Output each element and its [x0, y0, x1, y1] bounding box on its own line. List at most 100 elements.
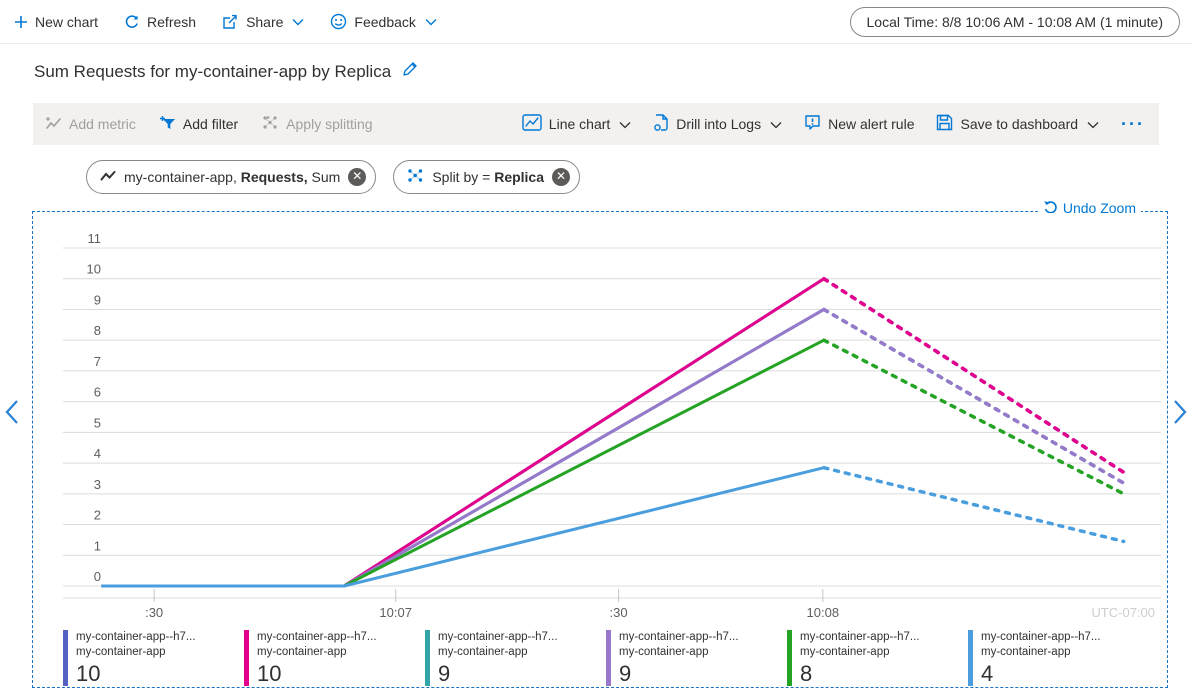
svg-text:3: 3	[94, 477, 101, 492]
chart-toolbar: Add metric Add filter Apply splitting Li…	[33, 103, 1159, 145]
next-chart-chevron-icon[interactable]	[1171, 398, 1189, 426]
add-filter-label: Add filter	[182, 116, 239, 132]
add-metric-label: Add metric	[69, 116, 136, 132]
share-icon	[222, 14, 239, 30]
metric-pill-label: my-container-app, Requests, Sum	[124, 169, 341, 185]
svg-text:10: 10	[87, 262, 101, 277]
apply-splitting-label: Apply splitting	[286, 116, 373, 132]
smiley-icon	[330, 13, 347, 30]
legend-color-bar	[63, 630, 68, 687]
legend-series-name: my-container-app--h7...	[619, 631, 739, 643]
chart-card: Undo Zoom 0 1 2 3 4 5 6 7 8 9 10 11:30 10:07:30 10:08…	[32, 200, 1168, 688]
top-toolbar: New chart Refresh Share Feedback Local T…	[0, 0, 1192, 44]
legend-series-sublabel: my-container-app	[76, 645, 166, 658]
svg-text:10:07: 10:07	[379, 605, 412, 620]
legend-series-name: my-container-app--h7...	[800, 631, 920, 643]
svg-text:4: 4	[94, 446, 101, 461]
logs-doc-icon	[653, 113, 669, 135]
legend-series-value: 9	[619, 660, 632, 686]
new-chart-label: New chart	[35, 13, 99, 30]
metric-icon	[45, 116, 62, 133]
new-alert-rule-label: New alert rule	[828, 116, 915, 132]
add-metric-button[interactable]: Add metric	[45, 116, 136, 133]
legend-series-name: my-container-app--h7...	[257, 631, 377, 643]
chevron-down-icon	[619, 116, 631, 132]
previous-chart-chevron-icon[interactable]	[3, 398, 21, 426]
filter-icon	[159, 115, 176, 134]
share-label: Share	[246, 13, 284, 30]
svg-text:UTC-07:00: UTC-07:00	[1091, 605, 1155, 620]
legend-item[interactable]: my-container-app--h7... my-container-app 8	[787, 630, 956, 687]
legend-series-sublabel: my-container-app	[257, 645, 347, 658]
svg-text:10:08: 10:08	[807, 605, 840, 620]
split-pill[interactable]: Split by = Replica ✕	[393, 160, 581, 194]
legend-item[interactable]: my-container-app--h7... my-container-app 1…	[63, 630, 232, 687]
apply-splitting-button[interactable]: Apply splitting	[262, 115, 373, 133]
split-icon	[407, 168, 424, 186]
svg-text:1: 1	[94, 538, 101, 553]
local-time-picker[interactable]: Local Time: 8/8 10:06 AM - 10:08 AM (1 m…	[849, 6, 1180, 37]
svg-text:5: 5	[94, 415, 101, 430]
legend-series-value: 9	[438, 660, 451, 686]
chevron-down-icon	[1087, 116, 1099, 132]
legend-color-bar	[968, 630, 973, 687]
chart-legend: my-container-app--h7... my-container-app 1…	[63, 630, 1137, 687]
line-chart-icon	[522, 114, 542, 134]
chart-title-row: Sum Requests for my-container-app by Rep…	[34, 60, 419, 83]
feedback-label: Feedback	[354, 13, 416, 30]
legend-series-value: 10	[257, 660, 282, 686]
page-title: Sum Requests for my-container-app by Rep…	[34, 61, 392, 81]
metric-line-icon	[100, 169, 116, 185]
chevron-down-icon	[770, 116, 782, 132]
new-alert-rule-button[interactable]: New alert rule	[804, 114, 914, 134]
local-time-label: Local Time: 8/8 10:06 AM - 10:08 AM (1 m…	[866, 13, 1163, 30]
splitting-icon	[262, 115, 279, 133]
refresh-icon	[124, 14, 140, 30]
legend-series-sublabel: my-container-app	[619, 645, 709, 658]
share-button[interactable]: Share	[222, 14, 304, 30]
edit-pencil-icon[interactable]	[401, 60, 419, 83]
drill-into-logs-dropdown[interactable]: Drill into Logs	[653, 113, 782, 135]
metric-pill[interactable]: my-container-app, Requests, Sum ✕	[86, 160, 377, 194]
chart-toolbar-right: Line chart Drill into Logs New alert rul…	[522, 114, 1145, 135]
legend-series-name: my-container-app--h7...	[76, 631, 196, 643]
svg-text::30: :30	[145, 605, 163, 620]
svg-text::30: :30	[610, 605, 628, 620]
chevron-down-icon	[292, 18, 304, 26]
remove-split-icon[interactable]: ✕	[552, 168, 571, 186]
legend-item[interactable]: my-container-app--h7... my-container-app 9	[425, 630, 594, 687]
feedback-button[interactable]: Feedback	[330, 13, 437, 30]
legend-series-name: my-container-app--h7...	[438, 631, 558, 643]
legend-color-bar	[606, 630, 611, 687]
legend-series-value: 8	[800, 660, 813, 686]
alert-icon	[804, 114, 821, 134]
refresh-label: Refresh	[147, 13, 197, 30]
legend-series-value: 4	[981, 660, 994, 686]
legend-series-name: my-container-app--h7...	[981, 631, 1101, 643]
undo-icon	[1043, 200, 1058, 216]
chevron-down-icon	[425, 18, 437, 26]
refresh-button[interactable]: Refresh	[124, 14, 196, 30]
svg-text:11: 11	[88, 231, 102, 246]
svg-text:7: 7	[94, 354, 101, 369]
legend-series-value: 10	[76, 660, 101, 686]
svg-text:0: 0	[94, 569, 101, 584]
add-filter-button[interactable]: Add filter	[159, 115, 239, 134]
chart-plot[interactable]: 0 1 2 3 4 5 6 7 8 9 10 11:30 10:07:30 10:08 UTC-07:00	[63, 212, 1163, 624]
legend-color-bar	[244, 630, 249, 687]
legend-item[interactable]: my-container-app--h7... my-container-app 9	[606, 630, 775, 687]
svg-text:8: 8	[94, 323, 101, 338]
more-options-button[interactable]: ···	[1121, 113, 1145, 134]
remove-metric-icon[interactable]: ✕	[348, 168, 367, 186]
legend-series-sublabel: my-container-app	[438, 645, 528, 658]
save-to-dashboard-dropdown[interactable]: Save to dashboard	[936, 114, 1099, 134]
legend-item[interactable]: my-container-app--h7... my-container-app 1…	[244, 630, 413, 687]
chart-type-dropdown[interactable]: Line chart	[522, 114, 631, 134]
chart-type-label: Line chart	[548, 116, 611, 132]
legend-item[interactable]: my-container-app--h7... my-container-app 4	[968, 630, 1137, 687]
undo-zoom-button[interactable]: Undo Zoom	[1037, 200, 1141, 216]
svg-text:9: 9	[94, 292, 101, 307]
legend-series-sublabel: my-container-app	[800, 645, 890, 658]
legend-color-bar	[787, 630, 792, 687]
new-chart-button[interactable]: New chart	[14, 14, 98, 30]
